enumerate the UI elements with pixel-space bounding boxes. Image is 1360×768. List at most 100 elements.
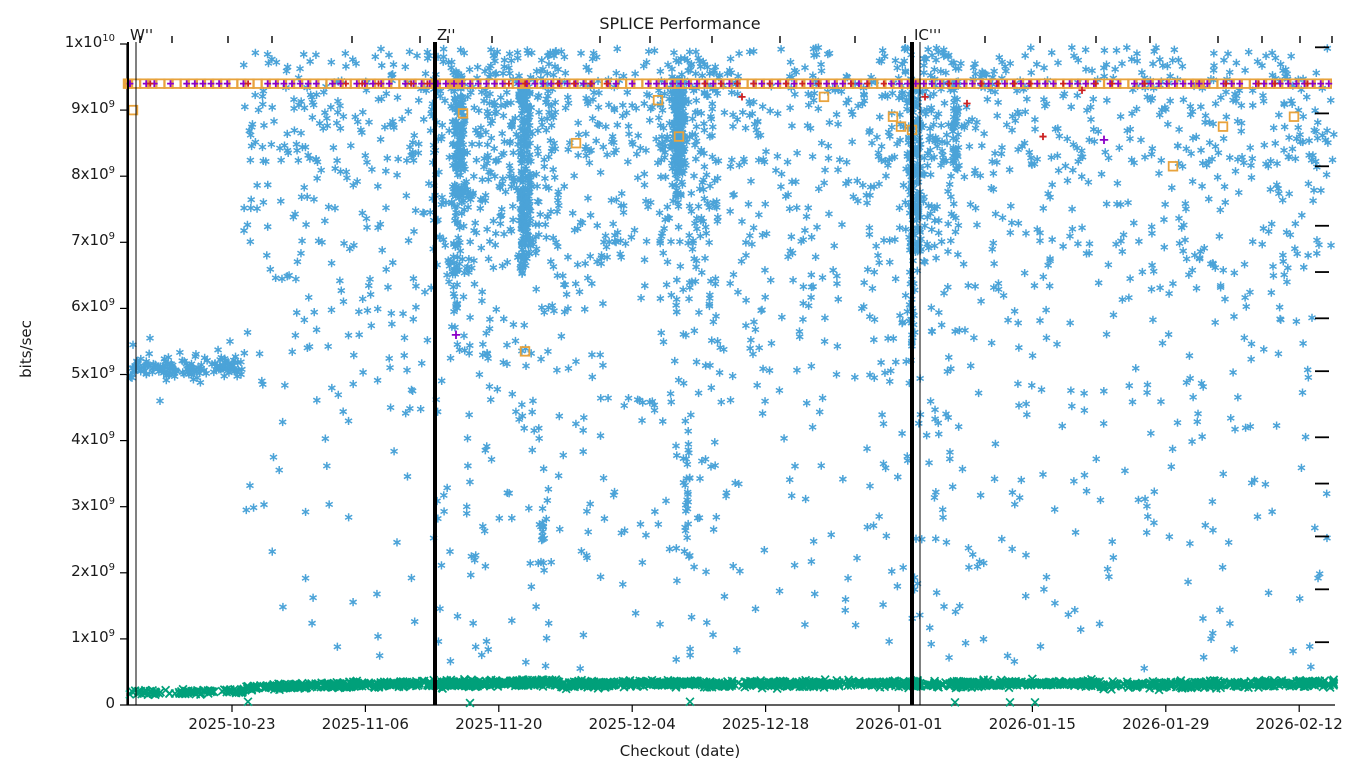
asterisk-marker	[1156, 283, 1165, 292]
asterisk-marker	[931, 488, 940, 497]
asterisk-marker	[761, 199, 770, 209]
asterisk-marker	[885, 377, 894, 386]
asterisk-marker	[1299, 263, 1308, 272]
asterisk-marker	[875, 56, 884, 65]
asterisk-marker	[1069, 477, 1078, 486]
asterisk-marker	[1030, 281, 1039, 290]
asterisk-marker	[527, 582, 536, 591]
asterisk-marker	[1175, 239, 1184, 248]
asterisk-marker	[459, 222, 468, 231]
asterisk-marker	[1160, 243, 1169, 252]
asterisk-marker	[501, 187, 510, 196]
asterisk-marker	[1182, 254, 1191, 264]
asterisk-marker	[801, 63, 809, 72]
asterisk-marker	[480, 96, 488, 106]
asterisk-marker	[469, 256, 478, 265]
asterisk-marker	[322, 114, 331, 123]
asterisk-marker	[1150, 487, 1159, 496]
asterisk-marker	[934, 430, 943, 439]
asterisk-marker	[1242, 302, 1251, 311]
asterisk-marker	[631, 609, 640, 618]
asterisk-marker	[1165, 289, 1174, 298]
asterisk-marker	[1326, 96, 1335, 105]
asterisk-marker	[1297, 463, 1306, 472]
asterisk-marker	[283, 146, 292, 155]
asterisk-marker	[1099, 419, 1108, 428]
asterisk-marker	[484, 645, 493, 654]
asterisk-marker	[640, 180, 649, 190]
asterisk-marker	[251, 90, 260, 100]
asterisk-marker	[364, 281, 373, 290]
asterisk-marker	[1167, 462, 1176, 471]
asterisk-marker	[990, 259, 999, 268]
asterisk-marker	[893, 582, 902, 591]
asterisk-marker	[1201, 111, 1210, 120]
asterisk-marker	[1240, 333, 1249, 342]
asterisk-marker	[353, 177, 362, 186]
asterisk-marker	[710, 176, 719, 185]
asterisk-marker	[1014, 343, 1023, 352]
asterisk-marker	[245, 126, 254, 135]
asterisk-marker	[532, 285, 541, 294]
asterisk-marker	[749, 47, 758, 56]
asterisk-marker	[562, 290, 571, 299]
asterisk-marker	[745, 231, 754, 240]
asterisk-marker	[543, 114, 552, 123]
asterisk-marker	[551, 108, 560, 117]
asterisk-marker	[895, 203, 904, 212]
asterisk-marker	[866, 370, 874, 380]
asterisk-marker	[752, 125, 761, 135]
asterisk-marker	[735, 566, 744, 576]
asterisk-marker	[809, 537, 818, 546]
asterisk-marker	[1115, 143, 1124, 152]
asterisk-marker	[387, 319, 396, 329]
asterisk-marker	[240, 203, 249, 213]
asterisk-marker	[1323, 533, 1331, 543]
asterisk-marker	[787, 491, 796, 500]
asterisk-marker	[1291, 219, 1300, 228]
asterisk-marker	[508, 389, 517, 399]
asterisk-marker	[320, 216, 329, 226]
asterisk-marker	[1025, 148, 1034, 157]
asterisk-marker	[405, 47, 414, 56]
asterisk-marker	[296, 64, 304, 73]
asterisk-marker	[679, 285, 688, 294]
asterisk-marker	[690, 326, 699, 335]
asterisk-marker	[696, 231, 705, 241]
asterisk-marker	[1199, 614, 1207, 623]
asterisk-marker	[523, 46, 532, 55]
asterisk-marker	[477, 650, 486, 660]
asterisk-marker	[930, 493, 939, 502]
asterisk-marker	[817, 60, 825, 69]
asterisk-marker	[1299, 112, 1308, 121]
asterisk-marker	[685, 283, 694, 292]
asterisk-marker	[246, 203, 255, 213]
asterisk-marker	[927, 639, 936, 649]
asterisk-marker	[1275, 303, 1284, 312]
asterisk-marker	[1309, 196, 1318, 205]
x-tick-label: 2025-11-06	[321, 715, 409, 733]
asterisk-marker	[672, 451, 681, 460]
asterisk-marker	[1231, 425, 1239, 434]
asterisk-marker	[1226, 619, 1234, 628]
asterisk-marker	[297, 192, 306, 202]
asterisk-marker	[657, 172, 665, 181]
asterisk-marker	[1310, 523, 1319, 533]
asterisk-marker	[884, 128, 893, 137]
asterisk-marker	[485, 315, 494, 324]
asterisk-marker	[586, 252, 595, 261]
asterisk-marker	[1237, 127, 1246, 136]
asterisk-marker	[575, 287, 584, 296]
asterisk-marker	[1022, 94, 1031, 104]
asterisk-marker	[383, 154, 392, 163]
asterisk-marker	[283, 272, 292, 281]
asterisk-marker	[760, 546, 769, 555]
asterisk-marker	[456, 45, 465, 55]
asterisk-marker	[733, 89, 742, 98]
asterisk-marker	[841, 606, 850, 615]
asterisk-marker	[687, 613, 696, 622]
asterisk-marker	[279, 602, 287, 612]
asterisk-marker	[709, 630, 717, 639]
asterisk-marker	[1022, 229, 1030, 238]
asterisk-marker	[603, 150, 612, 159]
